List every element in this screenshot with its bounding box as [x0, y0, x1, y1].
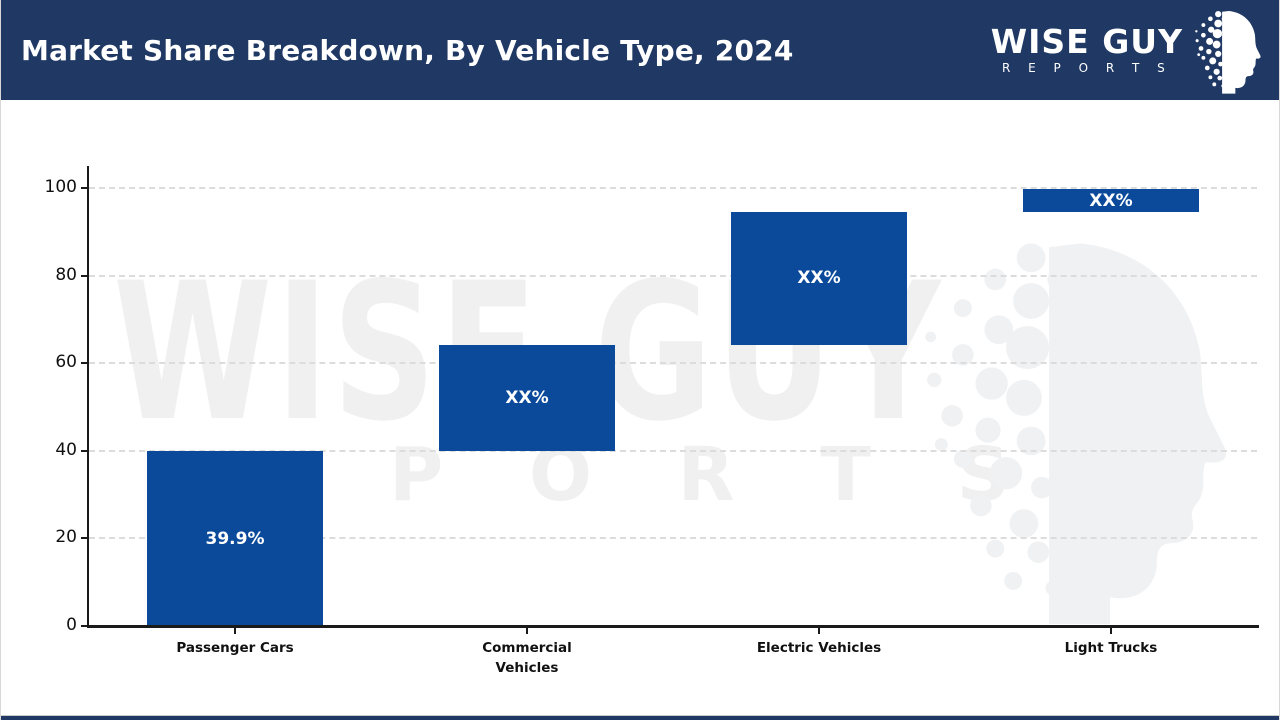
bar-segment: 39.9%: [147, 451, 323, 626]
y-tick-label: 20: [55, 527, 77, 548]
x-tick-mark: [234, 627, 236, 634]
y-axis-line: [87, 166, 89, 627]
footer-bar: [1, 715, 1279, 720]
gridline: [89, 187, 1257, 189]
watermark-head-icon: [925, 243, 1227, 624]
bar-value-label: XX%: [505, 388, 549, 408]
x-tick-mark: [818, 627, 820, 634]
wiseguy-logo: WISE GUY R E P O R T S: [991, 6, 1265, 94]
logo-wordmark: WISE GUY: [990, 22, 1183, 61]
gridline: [89, 449, 1257, 452]
y-tick-mark: [81, 274, 88, 277]
logo-subtitle: R E P O R T S: [1001, 61, 1172, 75]
gridline: [89, 362, 1257, 365]
page-title: Market Share Breakdown, By Vehicle Type,…: [21, 33, 794, 67]
gridline: [89, 537, 1257, 540]
y-tick-mark: [81, 537, 88, 540]
bar-segment: XX%: [1023, 189, 1199, 213]
bar-value-label: XX%: [797, 268, 841, 289]
y-tick-label: 0: [66, 615, 77, 635]
y-tick-label: 100: [44, 177, 77, 197]
x-tick-label: Light Trucks: [1064, 640, 1158, 656]
y-tick-mark: [81, 362, 88, 365]
header: Market Share Breakdown, By Vehicle Type,…: [1, 0, 1279, 100]
bar-value-label: XX%: [1089, 190, 1133, 211]
x-tick-label: Passenger Cars: [176, 640, 294, 656]
y-tick-mark: [81, 625, 88, 627]
bar-segment: XX%: [439, 344, 615, 452]
logo-head-icon: [1195, 11, 1261, 94]
x-tick-mark: [526, 627, 528, 634]
y-tick-label: 80: [55, 264, 77, 285]
y-tick-label: 40: [55, 439, 77, 460]
x-tick-label: Electric Vehicles: [756, 640, 882, 656]
x-tick-label: Commercial Vehicles: [482, 640, 572, 676]
bar-value-label: 39.9%: [205, 528, 265, 549]
y-tick-label: 60: [55, 352, 77, 373]
bar-segment: XX%: [731, 212, 907, 345]
x-axis-line: [87, 625, 1259, 628]
y-tick-mark: [81, 187, 88, 189]
gridline: [89, 274, 1257, 277]
y-tick-mark: [81, 449, 88, 452]
x-tick-mark: [1110, 627, 1112, 634]
